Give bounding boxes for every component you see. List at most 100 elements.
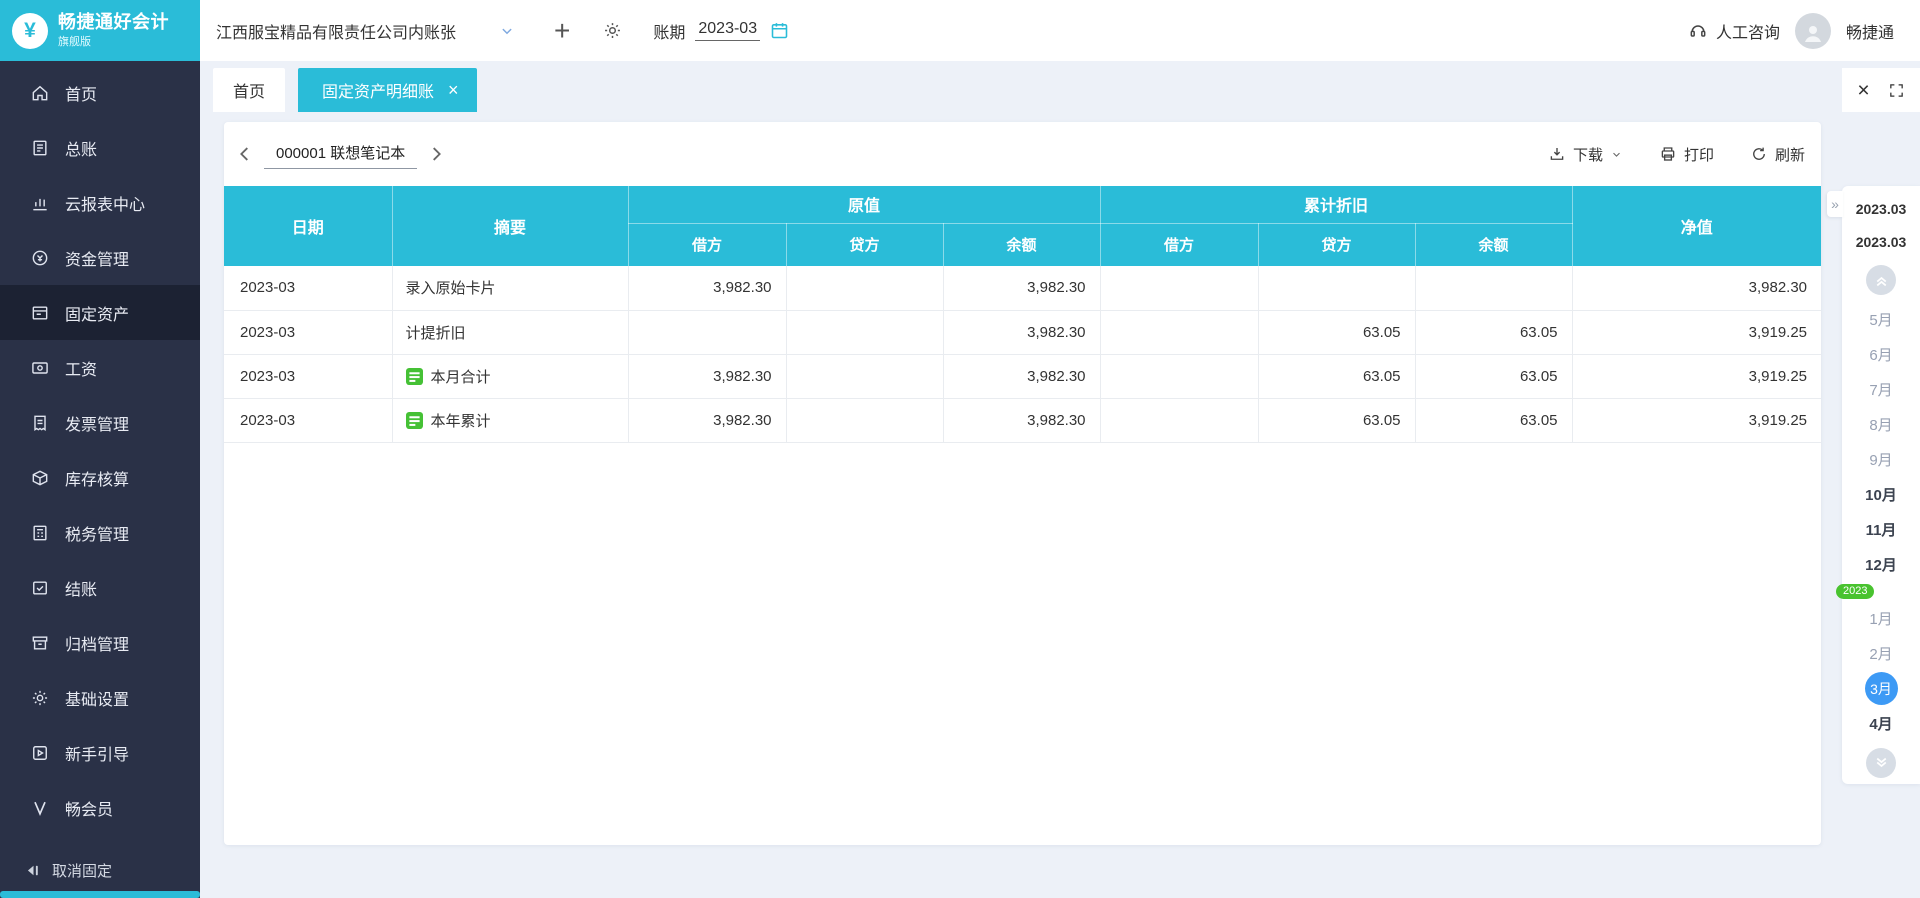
month-item-3月[interactable]: 3月 — [1842, 671, 1920, 706]
sidebar-item-label: 库存核算 — [65, 471, 130, 489]
period-value[interactable]: 2023-03 — [695, 20, 761, 41]
table-cell: 2023-03 — [224, 397, 393, 443]
sidebar-item-label: 资金管理 — [65, 251, 130, 269]
table-cell — [1257, 266, 1416, 311]
archive-icon — [30, 633, 50, 653]
home-icon — [30, 83, 50, 103]
period-label: 账期 — [653, 24, 686, 42]
table-cell — [785, 266, 944, 311]
sidebar-item-invoice-management[interactable]: 发票管理 — [0, 395, 200, 450]
month-item-9月[interactable]: 9月 — [1869, 452, 1893, 469]
tab-home[interactable]: 首页 — [213, 68, 286, 112]
tab-fixed-asset-detail-ledger[interactable]: 固定资产明细账 × — [298, 68, 477, 112]
table-row[interactable]: 2023-03 本月合计 3,982.30 3,982.30 63.05 63.05 3,9… — [224, 353, 1822, 399]
scroll-down-button[interactable] — [1866, 748, 1896, 778]
sidebar-item-general-ledger[interactable]: 总账 — [0, 120, 200, 175]
app-logo-icon: ¥ — [12, 12, 48, 49]
sidebar-item-fixed-assets[interactable]: 固定资产 — [0, 285, 200, 340]
collapse-panel-button[interactable]: » — [1827, 191, 1843, 217]
col-original-debit: 借方 — [628, 223, 787, 266]
avatar[interactable] — [1794, 12, 1831, 49]
sidebar-item-beginner-guide[interactable]: 新手引导 — [0, 725, 200, 780]
table-row[interactable]: 2023-03 计提折旧 3,982.30 63.05 63.05 3,919.25 — [224, 309, 1822, 355]
inventory-icon — [30, 468, 50, 488]
month-item-1月[interactable]: 1月 — [1869, 611, 1893, 628]
close-button[interactable]: × — [1857, 78, 1870, 102]
table-row[interactable]: 2023-03 录入原始卡片 3,982.30 3,982.30 3,982.30 — [224, 266, 1822, 311]
fixed-asset-ledger-table: 日期 摘要 原值 累计折旧 净值 借方 贷方 余额 借方 贷方 余额 2023-… — [224, 186, 1822, 443]
fullscreen-icon[interactable] — [1888, 82, 1905, 99]
consult-button[interactable]: 人工咨询 — [1688, 19, 1780, 43]
sidebar-item-home[interactable]: 首页 — [0, 65, 200, 120]
month-item-2月[interactable]: 2月 — [1869, 646, 1893, 663]
sidebar-item-member[interactable]: 畅会员 — [0, 780, 200, 835]
app-title: 畅捷通好会计 — [58, 11, 169, 32]
month-item-7月[interactable]: 7月 — [1869, 382, 1893, 399]
sidebar-item-tax-management[interactable]: 税务管理 — [0, 505, 200, 560]
add-account-set-button[interactable]: + — [554, 14, 571, 46]
panel-toolbar: 000001 联想笔记本 下载 打印 刷新 — [224, 122, 1821, 186]
ledger-icon — [30, 138, 50, 158]
guide-icon — [30, 743, 50, 763]
sidebar-item-archive-management[interactable]: 归档管理 — [0, 615, 200, 670]
month-item-4月[interactable]: 4月 — [1869, 716, 1893, 733]
asset-name[interactable]: 000001 联想笔记本 — [264, 140, 418, 169]
close-tab-icon[interactable]: × — [448, 80, 459, 100]
col-original-value: 原值 — [628, 186, 1101, 224]
table-cell: 计提折旧 — [391, 309, 629, 355]
table-cell — [1099, 309, 1259, 355]
table-cell: 3,982.30 — [942, 266, 1101, 311]
month-item-5月[interactable]: 5月 — [1869, 312, 1893, 329]
app-logo: ¥ 畅捷通好会计 旗舰版 — [0, 0, 200, 61]
sidebar-item-salary[interactable]: 工资 — [0, 340, 200, 395]
sidebar-item-label: 固定资产 — [65, 306, 130, 324]
table-cell: 3,982.30 — [627, 397, 787, 443]
calendar-icon[interactable] — [769, 20, 790, 41]
col-depreciation-credit: 贷方 — [1258, 223, 1416, 266]
unpin-sidebar-button[interactable]: 取消固定 — [0, 842, 200, 898]
col-date: 日期 — [224, 186, 393, 266]
consult-label: 人工咨询 — [1715, 24, 1780, 42]
table-cell: 3,919.25 — [1571, 353, 1822, 399]
month-item-11月[interactable]: 11月 — [1865, 522, 1897, 539]
table-cell — [1099, 397, 1259, 443]
print-button[interactable]: 打印 — [1659, 144, 1714, 165]
period-item[interactable]: 2023.03 — [1855, 200, 1907, 217]
download-button[interactable]: 下载 — [1548, 144, 1623, 165]
sidebar-item-label: 总账 — [65, 141, 98, 159]
sidebar-item-label: 发票管理 — [65, 416, 130, 434]
table-cell — [785, 397, 944, 443]
headset-icon — [1688, 21, 1708, 41]
refresh-label: 刷新 — [1774, 146, 1805, 164]
sidebar-item-label: 云报表中心 — [65, 196, 146, 214]
sidebar-item-fund-management[interactable]: 资金管理 — [0, 230, 200, 285]
table-cell — [785, 353, 944, 399]
company-select[interactable]: 江西服宝精品有限责任公司内账张 — [216, 19, 516, 43]
unpin-icon — [24, 861, 43, 880]
year-badge: 2023 — [1836, 583, 1920, 600]
month-item-6月[interactable]: 6月 — [1869, 347, 1893, 364]
month-item-10月[interactable]: 10月 — [1865, 487, 1897, 504]
horizontal-scrollbar-thumb[interactable] — [0, 891, 200, 898]
gear-icon[interactable] — [602, 20, 623, 41]
sidebar-item-cloud-report-center[interactable]: 云报表中心 — [0, 175, 200, 230]
table-cell: 录入原始卡片 — [391, 266, 629, 311]
fixed-asset-detail-panel: 000001 联想笔记本 下载 打印 刷新 — [224, 122, 1822, 845]
next-asset-button[interactable] — [425, 143, 447, 165]
sidebar-item-inventory-accounting[interactable]: 库存核算 — [0, 450, 200, 505]
refresh-button[interactable]: 刷新 — [1750, 144, 1805, 165]
period-item[interactable]: 2023.03 — [1855, 233, 1907, 250]
period-timeline-panel: » 2023.03 2023.03 5月 6月 7月 8月 9月 10月 11月 12月 2023… — [1827, 186, 1920, 784]
sidebar-item-closing[interactable]: 结账 — [0, 560, 200, 615]
month-item-12月[interactable]: 12月 — [1865, 557, 1897, 574]
table-cell: 2023-03 — [224, 266, 393, 311]
month-item-8月[interactable]: 8月 — [1869, 417, 1893, 434]
table-row[interactable]: 2023-03 本年累计 3,982.30 3,982.30 63.05 63.05 3,9… — [224, 397, 1822, 443]
prev-asset-button[interactable] — [234, 143, 256, 165]
company-name: 江西服宝精品有限责任公司内账张 — [216, 24, 457, 42]
sidebar-item-basic-settings[interactable]: 基础设置 — [0, 670, 200, 725]
invoice-icon — [30, 413, 50, 433]
period-list: 2023.03 2023.03 — [1856, 192, 1907, 258]
scroll-up-button[interactable] — [1866, 265, 1896, 295]
double-chevron-down-icon — [1873, 755, 1890, 772]
